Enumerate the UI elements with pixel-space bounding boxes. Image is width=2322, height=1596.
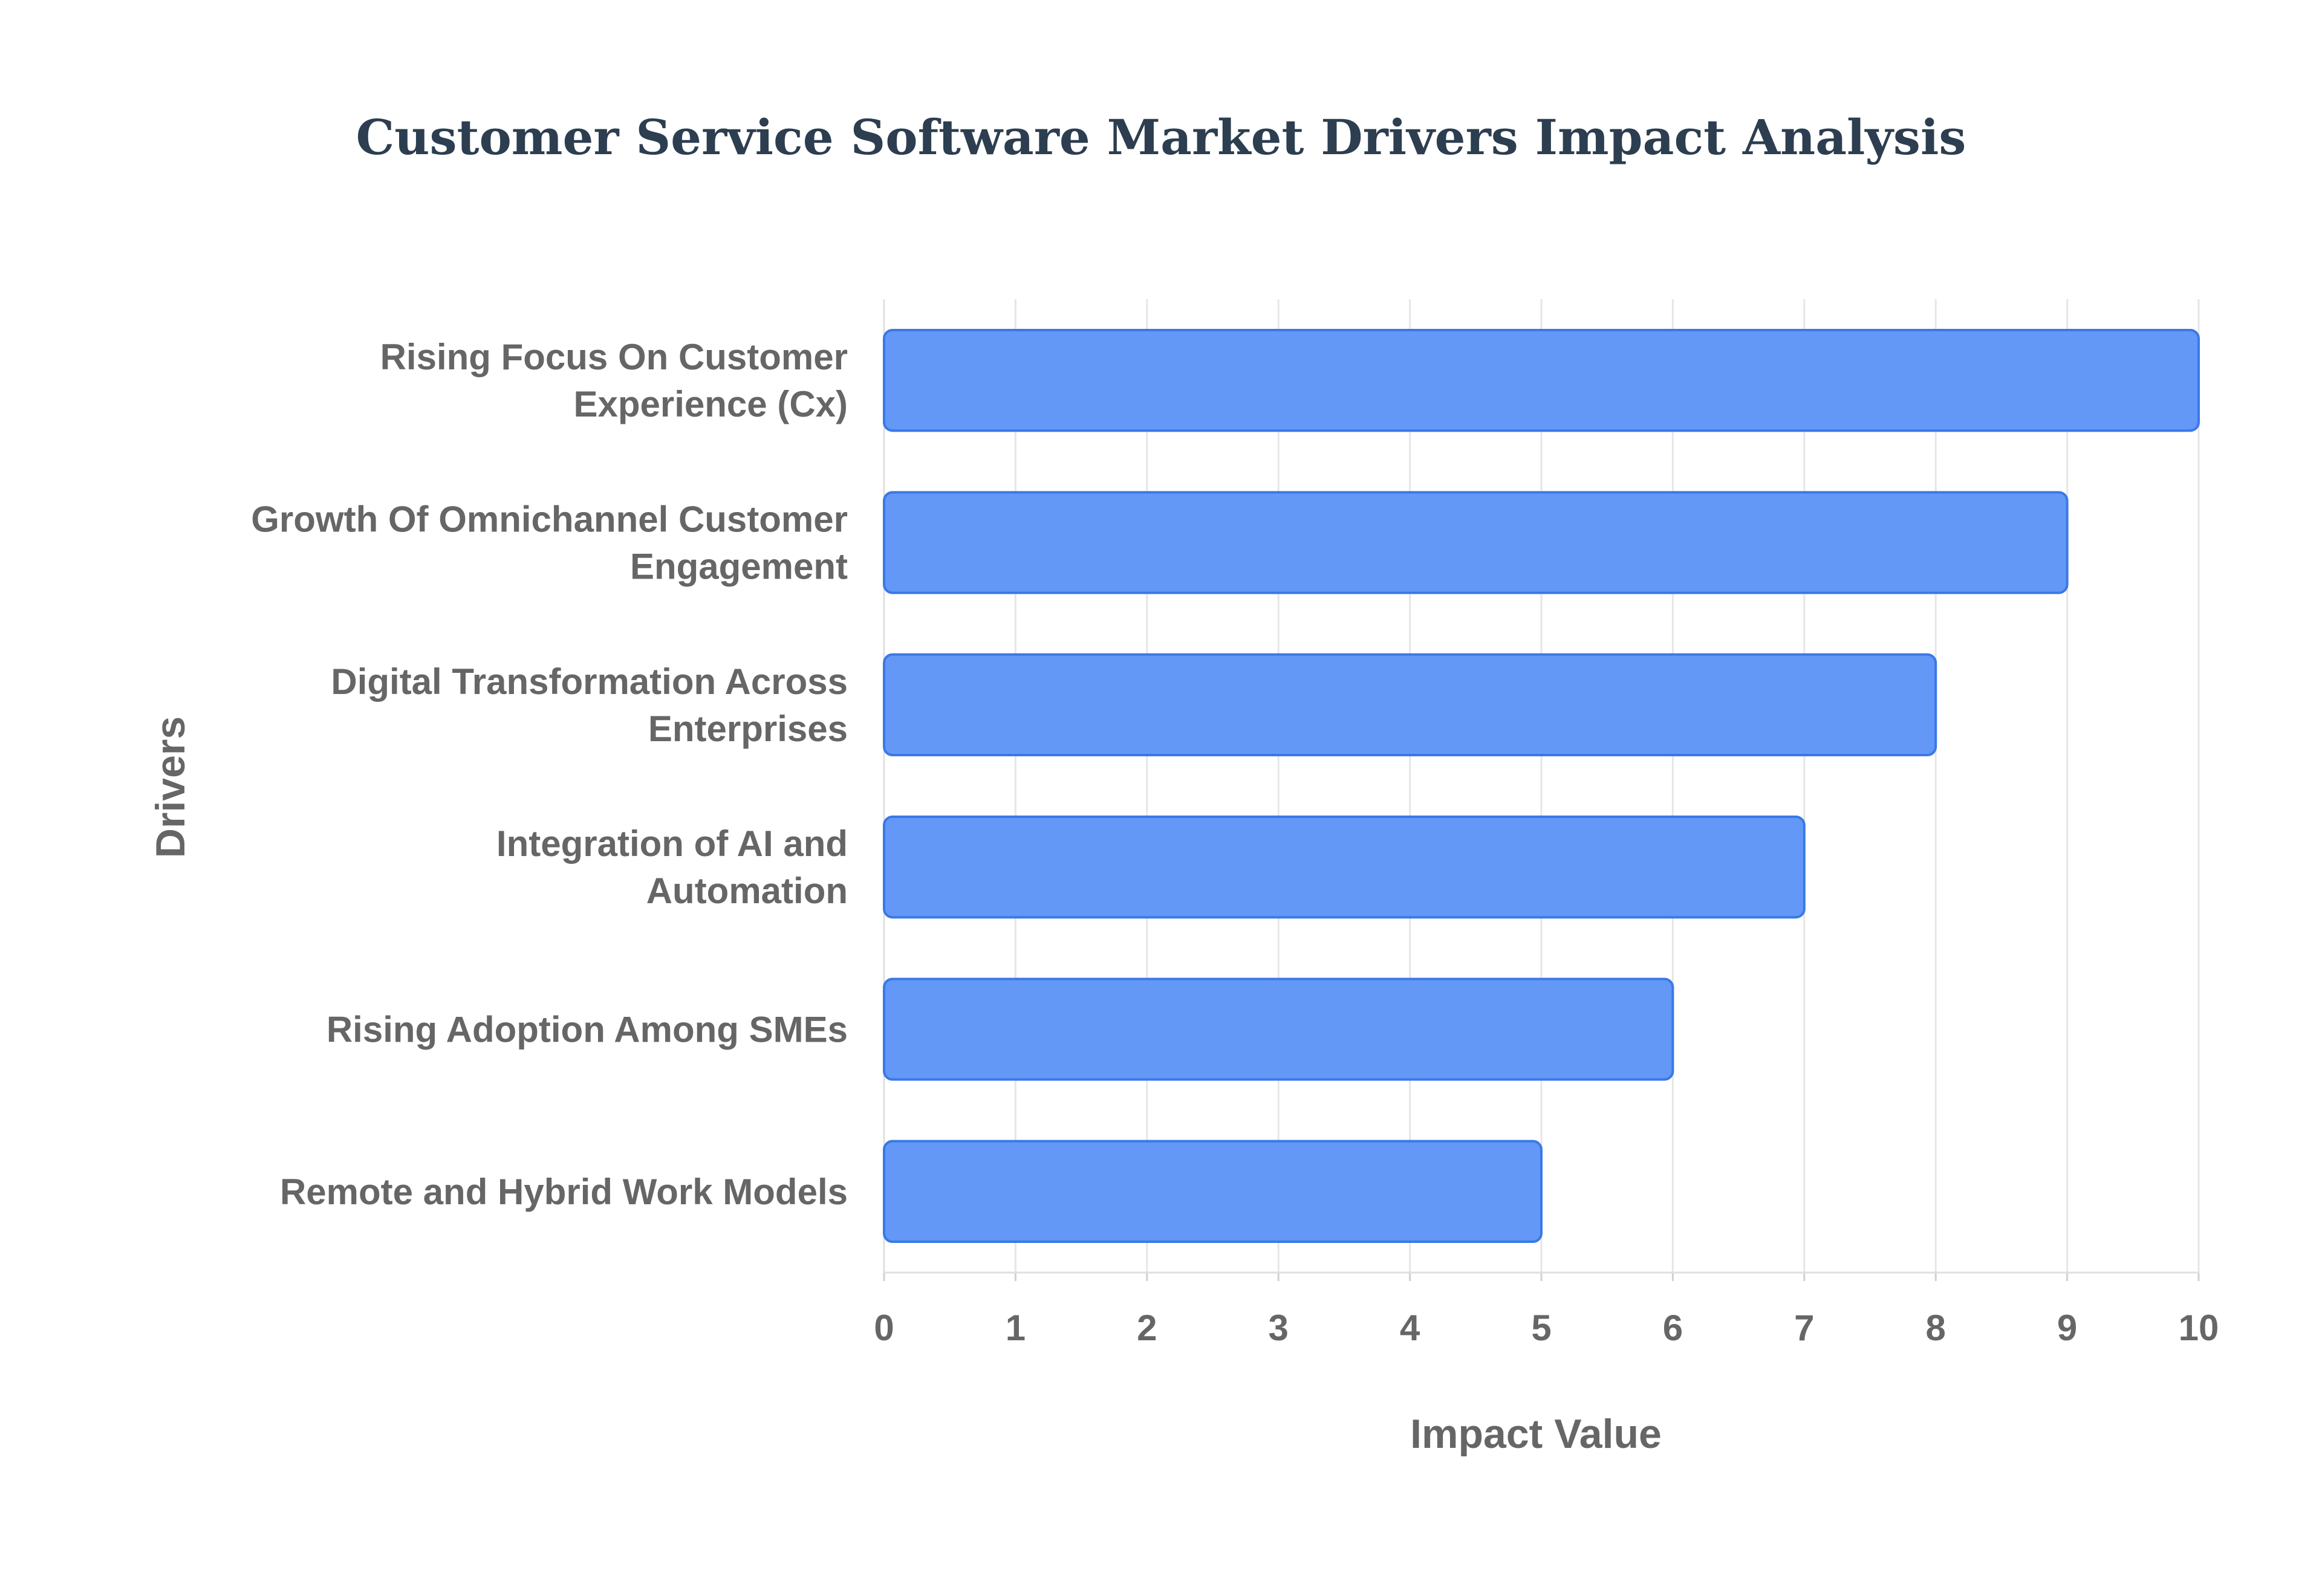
bar-4 xyxy=(883,815,1806,919)
category-label-4: Integration of AI and Automation xyxy=(496,823,848,911)
category-label-5: Rising Adoption Among SMEs xyxy=(327,1010,848,1050)
x-tick-label-7: 7 xyxy=(1794,1308,1814,1348)
bar-1 xyxy=(883,328,2200,432)
category-label-3: Digital Transformation Across Enterprises xyxy=(331,661,848,749)
x-tick-label-5: 5 xyxy=(1531,1308,1551,1348)
category-labels: Rising Focus On Customer Experience (Cx) G… xyxy=(251,337,848,1212)
x-tick-label-3: 3 xyxy=(1269,1308,1289,1348)
x-tick-label-10: 10 xyxy=(2179,1308,2219,1348)
x-axis-title: Impact Value xyxy=(1410,1411,1662,1457)
x-tick-label-0: 0 xyxy=(874,1308,894,1348)
x-tick-label-2: 2 xyxy=(1137,1308,1157,1348)
bar-2 xyxy=(883,491,2069,594)
y-axis-title: Drivers xyxy=(148,716,194,858)
bars xyxy=(883,328,2200,1244)
x-tick-label-8: 8 xyxy=(1926,1308,1946,1348)
grid-lines xyxy=(883,299,2200,1281)
category-label-1: Rising Focus On Customer Experience (Cx) xyxy=(380,337,848,424)
bar-5 xyxy=(883,978,1674,1081)
x-tick-label-9: 9 xyxy=(2057,1308,2077,1348)
category-label-2: Growth Of Omnichannel Customer Engagement xyxy=(251,499,848,587)
x-tick-label-1: 1 xyxy=(1006,1308,1026,1348)
x-tick-label-4: 4 xyxy=(1400,1308,1420,1348)
bar-3 xyxy=(883,653,1937,757)
x-tick-label-6: 6 xyxy=(1663,1308,1683,1348)
x-tick-labels: 0 1 2 3 4 5 6 7 8 9 10 xyxy=(874,1308,2219,1348)
bar-6 xyxy=(883,1140,1543,1244)
chart-title: Customer Service Software Market Drivers… xyxy=(356,109,1966,166)
category-label-6: Remote and Hybrid Work Models xyxy=(280,1172,848,1212)
